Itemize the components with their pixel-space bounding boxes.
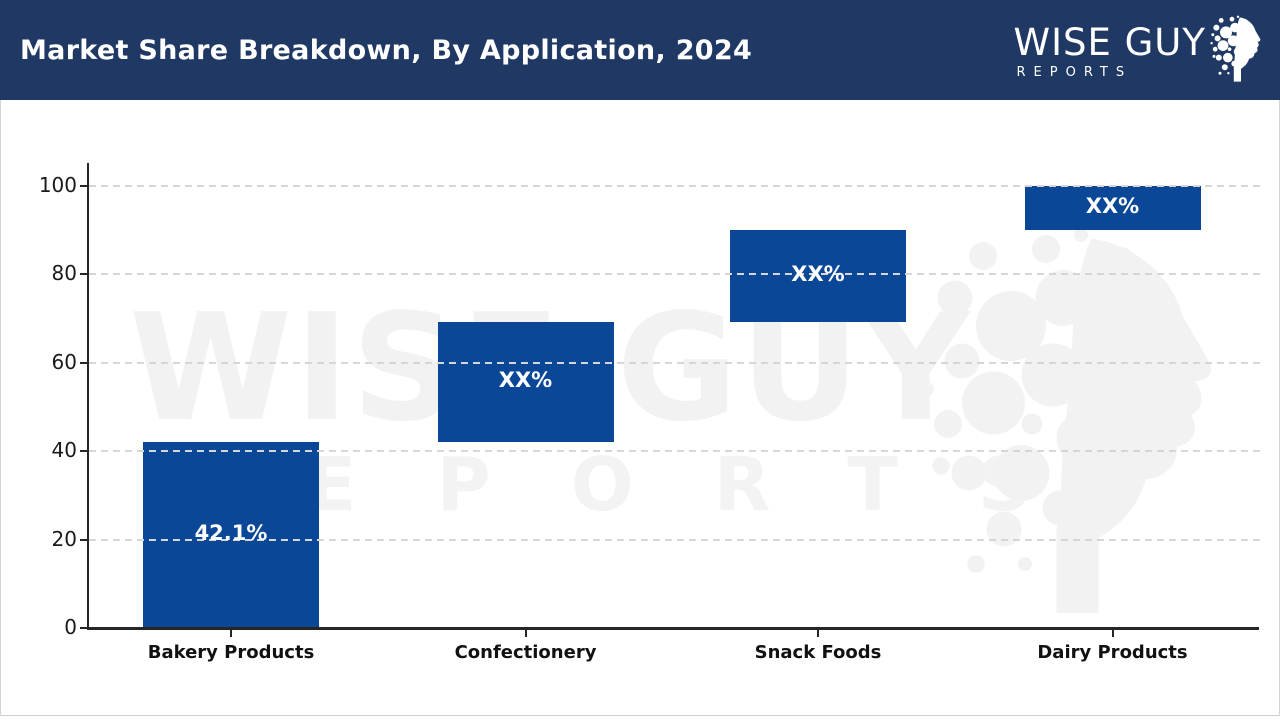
wiseguy-head-logo-icon [1210, 15, 1261, 82]
gridline-20 [89, 538, 1265, 541]
bar-confectionery [437, 322, 614, 442]
y-tick-mark [80, 538, 88, 541]
x-tick-mark [1111, 629, 1114, 637]
watermark-head-icon [920, 228, 1212, 613]
logo-wordmark: WISE GUY [1013, 21, 1206, 64]
gridline-40 [89, 450, 1265, 453]
wiseguy-logo-text: WISE GUY REPORTS [1013, 21, 1206, 80]
category-label-dairy-products: Dairy Products [1037, 642, 1188, 663]
y-tick-label: 100 [38, 173, 77, 197]
x-tick-mark [230, 629, 232, 637]
bar-dairy-products [1024, 186, 1201, 231]
x-axis-line [87, 627, 1259, 630]
bar-snack-foods [730, 230, 906, 323]
y-axis-line [87, 163, 89, 628]
y-tick-mark [80, 627, 88, 629]
category-label-confectionery: Confectionery [454, 642, 597, 663]
gridline-80 [89, 273, 1265, 276]
logo-subtitle: REPORTS [1016, 64, 1133, 80]
category-label-snack-foods: Snack Foods [754, 642, 882, 663]
y-tick-mark [80, 361, 88, 364]
header-bar: Market Share Breakdown, By Application, … [0, 0, 1280, 100]
y-tick-label: 80 [51, 261, 77, 286]
bar-value-label: XX% [498, 368, 553, 393]
wiseguy-logo: WISE GUY REPORTS [1014, 8, 1268, 88]
x-tick-mark [817, 629, 819, 637]
category-label-bakery-products: Bakery Products [147, 642, 315, 663]
y-tick-mark [80, 273, 88, 276]
y-tick-mark [80, 450, 88, 453]
bar-value-label: 42.1% [194, 520, 268, 545]
bar-value-label: XX% [1085, 194, 1140, 219]
x-tick-mark [524, 629, 527, 637]
bar-value-label: XX% [791, 262, 845, 287]
page-title: Market Share Breakdown, By Application, … [20, 34, 753, 66]
bar-bakery-products [143, 441, 319, 628]
gridline-60 [89, 361, 1265, 364]
y-tick-label: 20 [51, 526, 77, 551]
y-tick-label: 40 [51, 438, 77, 463]
y-tick-label: 0 [64, 615, 77, 639]
gridline-100 [89, 185, 1265, 187]
y-tick-label: 60 [51, 349, 77, 374]
y-tick-mark [80, 185, 88, 187]
chart-area: WISE GUY REPORTS 0 20 40 60 80 100 42.1% Bakery… [0, 100, 1280, 716]
